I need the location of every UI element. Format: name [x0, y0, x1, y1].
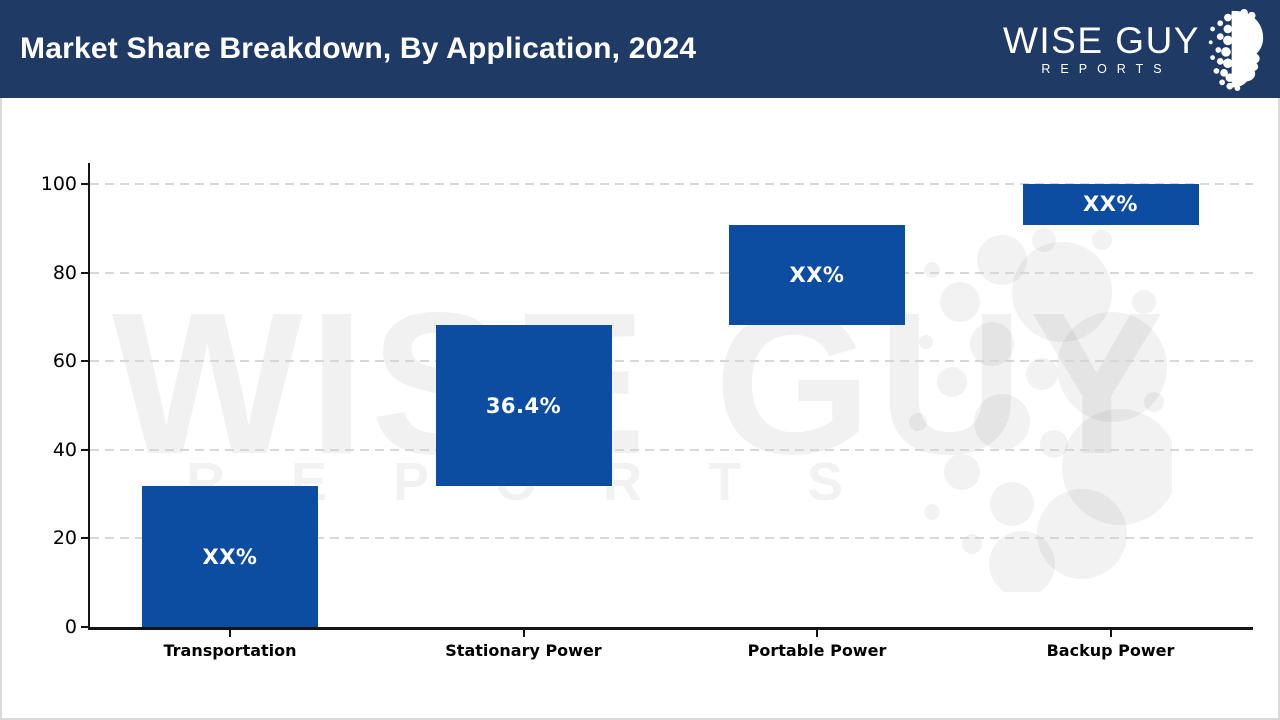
y-tick-mark	[81, 626, 88, 628]
bar-value-label-backup-power: XX%	[1083, 192, 1138, 217]
y-tick-mark	[81, 271, 88, 274]
logo-name-text: WISE GUY	[1002, 20, 1200, 62]
gridline-40	[90, 448, 1253, 451]
gridline-20	[90, 537, 1253, 540]
bar-transportation	[142, 486, 318, 627]
x-category-label-portable-power: Portable Power	[747, 641, 887, 660]
y-tick-label: 20	[52, 527, 77, 550]
y-tick-label: 40	[52, 438, 77, 461]
y-tick-label: 80	[52, 261, 77, 284]
frame-border-bottom	[0, 718, 1280, 720]
bar-value-label-transportation: XX%	[202, 544, 258, 569]
header-band: Market Share Breakdown, By Application, …	[0, 0, 1280, 98]
logo-face-icon	[1208, 8, 1264, 91]
frame-border-left	[0, 98, 2, 720]
y-tick-label: 0	[64, 616, 77, 638]
bar-stationary-power	[435, 325, 612, 487]
x-tick-mark	[522, 630, 525, 637]
watermark-face-icon	[909, 228, 1172, 592]
page-title: Market Share Breakdown, By Application, …	[20, 32, 697, 65]
logo-tagline-text: REPORTS	[1041, 62, 1172, 77]
y-tick-label: 100	[40, 173, 77, 196]
bar-value-label-portable-power: XX%	[789, 262, 845, 287]
x-category-label-stationary-power: Stationary Power	[445, 641, 602, 660]
x-tick-mark	[1109, 630, 1112, 637]
x-tick-mark	[816, 630, 818, 637]
x-tick-mark	[229, 630, 231, 637]
wiseguy-logo: WISE GUY REPORTS	[1003, 6, 1266, 92]
frame-border-right	[1278, 98, 1280, 720]
x-category-label-backup-power: Backup Power	[1046, 641, 1175, 660]
y-axis-line	[88, 163, 90, 630]
y-tick-mark	[81, 537, 88, 540]
y-tick-mark	[81, 448, 88, 451]
bar-backup-power	[1022, 184, 1199, 225]
gridline-100	[90, 183, 1253, 186]
y-tick-mark	[81, 183, 88, 186]
bar-value-label-stationary-power: 36.4%	[485, 393, 562, 418]
x-category-label-transportation: Transportation	[163, 641, 297, 660]
y-tick-mark	[81, 360, 88, 363]
bar-portable-power	[729, 224, 905, 326]
x-axis-line	[88, 627, 1253, 630]
gridline-60	[90, 360, 1253, 363]
y-tick-label: 60	[52, 350, 77, 373]
logo-text: WISE GUY REPORTS	[1003, 22, 1200, 76]
gridline-80	[90, 271, 1253, 274]
